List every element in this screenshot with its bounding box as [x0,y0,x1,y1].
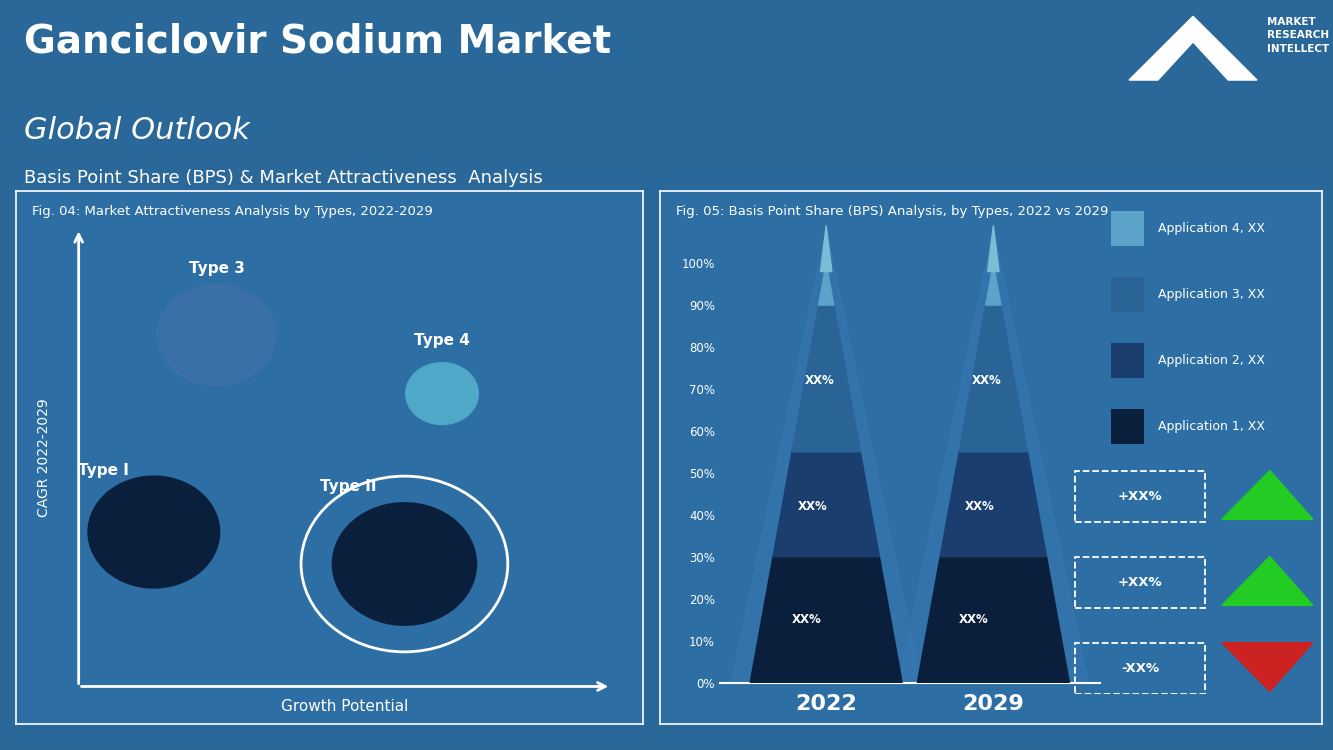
Text: Application 3, XX: Application 3, XX [1158,288,1265,301]
FancyBboxPatch shape [1110,211,1144,246]
Polygon shape [988,226,998,272]
Text: Application 2, XX: Application 2, XX [1158,354,1265,367]
Text: Application 4, XX: Application 4, XX [1158,222,1265,235]
Text: Growth Potential: Growth Potential [281,699,409,714]
Text: Fig. 05: Basis Point Share (BPS) Analysis, by Types, 2022 vs 2029: Fig. 05: Basis Point Share (BPS) Analysi… [676,205,1109,218]
Polygon shape [940,452,1046,556]
Text: XX%: XX% [960,613,989,626]
Text: +XX%: +XX% [1118,490,1162,502]
Circle shape [157,284,276,386]
FancyBboxPatch shape [1110,277,1144,312]
Text: Type II: Type II [320,479,376,494]
Text: Application 1, XX: Application 1, XX [1158,420,1265,433]
Polygon shape [1222,556,1313,605]
Text: Fig. 04: Market Attractiveness Analysis by Types, 2022-2029: Fig. 04: Market Attractiveness Analysis … [32,205,432,218]
Circle shape [88,476,220,588]
Polygon shape [732,230,921,682]
Polygon shape [792,305,860,452]
Polygon shape [917,556,1069,682]
Text: CAGR 2022-2029: CAGR 2022-2029 [37,398,51,517]
Circle shape [332,503,476,626]
Text: Type 4: Type 4 [415,333,471,348]
Text: XX%: XX% [972,374,1002,387]
Text: Type 3: Type 3 [188,261,244,276]
Text: XX%: XX% [805,374,834,387]
Polygon shape [818,263,834,305]
Text: -XX%: -XX% [1121,662,1160,675]
Polygon shape [985,263,1001,305]
Text: +XX%: +XX% [1118,576,1162,589]
Polygon shape [1222,470,1313,519]
Text: XX%: XX% [965,500,994,513]
Polygon shape [821,226,832,272]
Text: Basis Point Share (BPS) & Market Attractiveness  Analysis: Basis Point Share (BPS) & Market Attract… [24,169,543,187]
Polygon shape [960,305,1028,452]
Circle shape [405,363,479,424]
Polygon shape [898,230,1088,682]
Polygon shape [1129,16,1257,80]
Text: Type I: Type I [79,464,129,478]
Polygon shape [750,556,902,682]
FancyBboxPatch shape [1110,343,1144,378]
Text: XX%: XX% [792,613,821,626]
Text: Global Outlook: Global Outlook [24,116,249,146]
FancyBboxPatch shape [1110,410,1144,444]
Polygon shape [1222,643,1313,692]
Polygon shape [773,452,880,556]
Text: Ganciclovir Sodium Market: Ganciclovir Sodium Market [24,22,611,61]
Text: MARKET
RESEARCH
INTELLECT: MARKET RESEARCH INTELLECT [1266,17,1329,54]
Text: XX%: XX% [798,500,828,513]
